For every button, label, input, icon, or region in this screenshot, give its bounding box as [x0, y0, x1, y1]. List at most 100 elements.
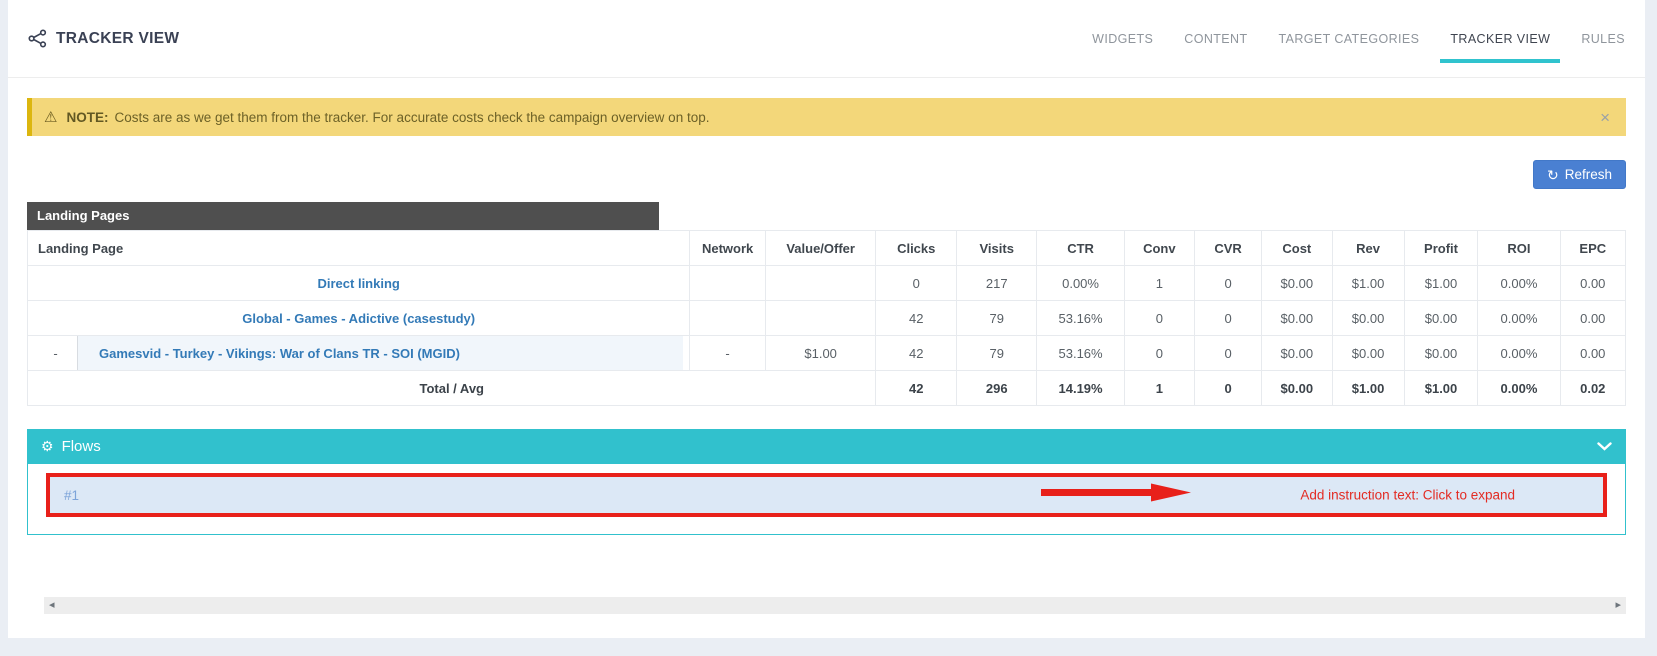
- cell-visits: 217: [955, 265, 1038, 301]
- flows-title: Flows: [61, 438, 101, 455]
- table-row: Direct linking 0 217 0.00% 1 0 $0.00 $1.…: [26, 265, 1627, 301]
- cell-network: -: [689, 335, 766, 371]
- table-header-row: Landing Page Network Value/Offer Clicks …: [26, 230, 1627, 266]
- cell-visits: 79: [955, 335, 1038, 371]
- cell-profit: $1.00: [1403, 265, 1479, 301]
- refresh-icon: ↻: [1546, 166, 1559, 183]
- cell-ctr: 53.16%: [1036, 300, 1125, 336]
- main-panel: TRACKER VIEW WIDGETS CONTENT TARGET CATE…: [8, 0, 1645, 638]
- annotation-arrow-icon: [1039, 483, 1191, 507]
- cell-ctr: 53.16%: [1036, 335, 1125, 371]
- col-cost: Cost: [1261, 230, 1333, 266]
- col-visits: Visits: [955, 230, 1038, 266]
- cell-epc: 0.00: [1559, 265, 1627, 301]
- cell-rev: $0.00: [1331, 335, 1405, 371]
- close-icon[interactable]: ×: [1600, 107, 1610, 127]
- landing-page-link[interactable]: Gamesvid - Turkey - Vikings: War of Clan…: [99, 345, 460, 361]
- cell-network: [689, 265, 766, 301]
- annotation-box: #1 Add instruction text: Click to expand: [46, 473, 1607, 517]
- scroll-left-icon[interactable]: ◂: [49, 599, 55, 611]
- page-title-group: TRACKER VIEW: [28, 29, 179, 48]
- tab-target-categories[interactable]: TARGET CATEGORIES: [1278, 31, 1420, 46]
- total-cvr: 0: [1194, 370, 1263, 406]
- cell-cost: $0.00: [1261, 300, 1333, 336]
- col-clicks: Clicks: [875, 230, 957, 266]
- tab-tracker-view[interactable]: TRACKER VIEW: [1440, 31, 1561, 63]
- tab-widgets[interactable]: WIDGETS: [1092, 31, 1154, 46]
- cell-clicks: 0: [875, 265, 957, 301]
- cell-cvr: 0: [1194, 300, 1263, 336]
- col-epc: EPC: [1559, 230, 1627, 266]
- table-row: Global - Games - Adictive (casestudy) 42…: [26, 300, 1627, 336]
- cell-value-offer: [764, 300, 877, 336]
- cell-network: [689, 300, 766, 336]
- cell-landing-page-nested: - Gamesvid - Turkey - Vikings: War of Cl…: [26, 335, 691, 371]
- cell-roi: 0.00%: [1477, 300, 1561, 336]
- note-text: Costs are as we get them from the tracke…: [114, 109, 710, 125]
- page-title: TRACKER VIEW: [56, 29, 180, 47]
- total-ctr: 14.19%: [1036, 370, 1125, 406]
- landing-pages-table: Landing Page Network Value/Offer Clicks …: [26, 230, 1627, 406]
- cell-cvr: 0: [1194, 265, 1263, 301]
- cell-conv: 0: [1123, 335, 1196, 371]
- cell-epc: 0.00: [1559, 300, 1627, 336]
- horizontal-scrollbar[interactable]: ◂ ▸: [44, 597, 1626, 614]
- cell-landing-page: Direct linking: [26, 265, 691, 301]
- landing-pages-caption: Landing Pages: [27, 202, 659, 230]
- cell-cost: $0.00: [1261, 265, 1333, 301]
- col-roi: ROI: [1477, 230, 1561, 266]
- total-profit: $1.00: [1403, 370, 1479, 406]
- col-cvr: CVR: [1194, 230, 1263, 266]
- cell-profit: $0.00: [1403, 300, 1479, 336]
- cell-rev: $0.00: [1331, 300, 1405, 336]
- col-rev: Rev: [1331, 230, 1405, 266]
- landing-page-link[interactable]: Direct linking: [317, 275, 400, 291]
- total-roi: 0.00%: [1477, 370, 1561, 406]
- cell-clicks: 42: [875, 335, 957, 371]
- total-epc: 0.02: [1559, 370, 1627, 406]
- top-nav: WIDGETS CONTENT TARGET CATEGORIES TRACKE…: [1092, 31, 1625, 63]
- cell-conv: 0: [1123, 300, 1196, 336]
- chevron-down-icon[interactable]: [1597, 442, 1612, 451]
- tab-content[interactable]: CONTENT: [1184, 31, 1248, 46]
- gear-icon: ⚙: [41, 438, 54, 454]
- tab-rules[interactable]: RULES: [1581, 31, 1625, 46]
- col-value-offer: Value/Offer: [764, 230, 877, 266]
- scroll-right-icon[interactable]: ▸: [1615, 599, 1621, 611]
- landing-pages-section: Landing Pages Landing Page Network Value…: [26, 202, 1627, 406]
- total-rev: $1.00: [1331, 370, 1405, 406]
- flows-header[interactable]: ⚙ Flows: [27, 429, 1626, 464]
- col-ctr: CTR: [1036, 230, 1125, 266]
- col-landing-page: Landing Page: [26, 230, 691, 266]
- total-clicks: 42: [875, 370, 957, 406]
- cell-rev: $1.00: [1331, 265, 1405, 301]
- note-banner: ⚠ NOTE: Costs are as we get them from th…: [27, 98, 1626, 136]
- cell-value-offer: $1.00: [764, 335, 877, 371]
- cell-visits: 79: [955, 300, 1038, 336]
- cell-cvr: 0: [1194, 335, 1263, 371]
- flows-body: #1 Add instruction text: Click to expand: [27, 464, 1626, 535]
- toolbar: ↻ Refresh: [27, 160, 1626, 189]
- table-row-nested: - Gamesvid - Turkey - Vikings: War of Cl…: [26, 335, 1627, 371]
- total-conv: 1: [1123, 370, 1196, 406]
- total-label: Total / Avg: [26, 370, 877, 406]
- annotation-text: Add instruction text: Click to expand: [1300, 487, 1515, 503]
- col-network: Network: [689, 230, 766, 266]
- flow-item[interactable]: #1 Add instruction text: Click to expand: [50, 477, 1603, 513]
- cell-profit: $0.00: [1403, 335, 1479, 371]
- cell-landing-page: Global - Games - Adictive (casestudy): [26, 300, 691, 336]
- cell-value-offer: [764, 265, 877, 301]
- cell-roi: 0.00%: [1477, 335, 1561, 371]
- col-profit: Profit: [1403, 230, 1479, 266]
- flows-section: ⚙ Flows #1 Add instruction: [27, 429, 1626, 535]
- flow-item-label: #1: [64, 487, 80, 503]
- cell-roi: 0.00%: [1477, 265, 1561, 301]
- warning-triangle-icon: ⚠: [44, 109, 58, 126]
- cell-epc: 0.00: [1559, 335, 1627, 371]
- refresh-button[interactable]: ↻ Refresh: [1532, 160, 1626, 189]
- total-cost: $0.00: [1261, 370, 1333, 406]
- table-total-row: Total / Avg 42 296 14.19% 1 0 $0.00 $1.0…: [26, 370, 1627, 406]
- refresh-button-label: Refresh: [1564, 167, 1612, 182]
- cell-clicks: 42: [875, 300, 957, 336]
- landing-page-link[interactable]: Global - Games - Adictive (casestudy): [242, 310, 476, 326]
